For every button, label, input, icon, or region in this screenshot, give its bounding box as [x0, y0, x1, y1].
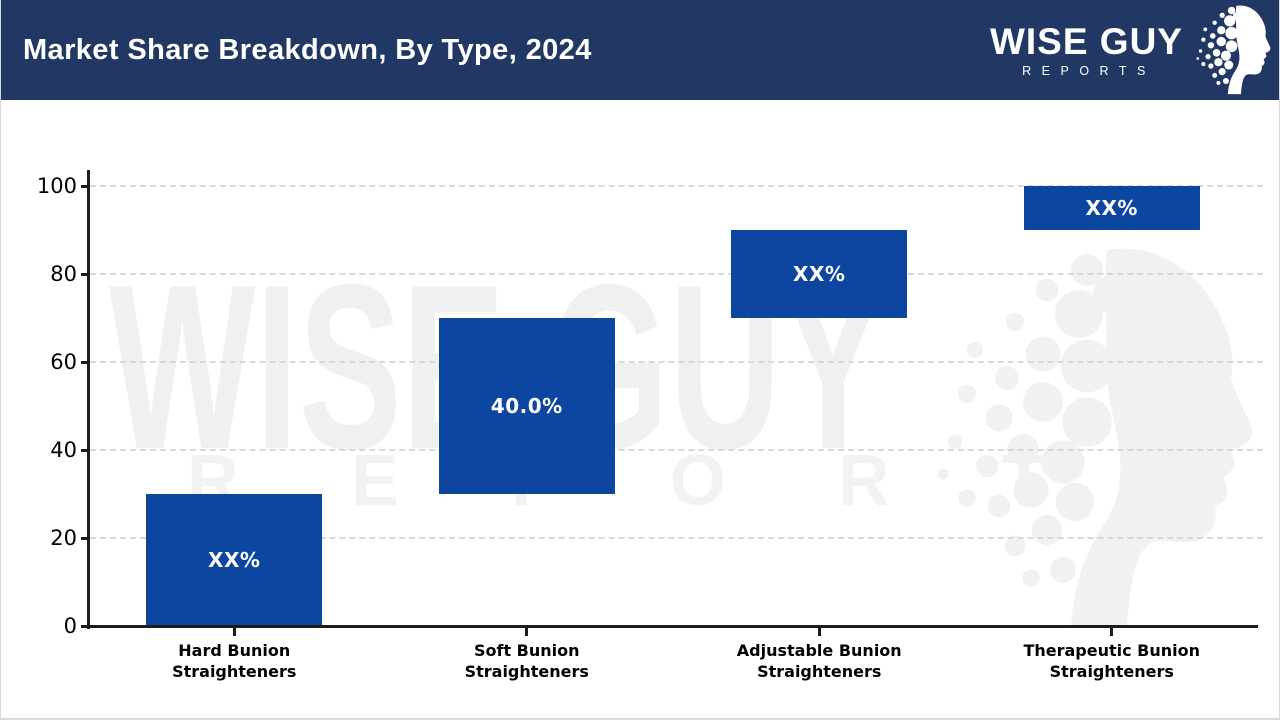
y-gridline-100: [90, 185, 1263, 187]
logo-wordmark: WISE GUY: [989, 20, 1183, 62]
dotted-head-logo-icon: [1177, 3, 1273, 97]
x-tick-mark: [817, 628, 821, 636]
y-axis-line: [86, 170, 90, 629]
y-tick-label: 80: [50, 262, 77, 286]
x-axis-line: [86, 625, 1258, 628]
y-gridline-20: [90, 537, 1263, 539]
category-label-line: Hard Bunion: [178, 641, 291, 660]
chart-title: Market Share Breakdown, By Type, 2024: [23, 33, 592, 66]
bar-value-label: XX%: [793, 262, 846, 286]
y-tick-mark: [81, 536, 88, 540]
bar-value-label: XX%: [208, 548, 261, 572]
wise-guy-reports-logo: WISE GUY REPORTS: [990, 3, 1273, 97]
y-gridline-80: [90, 273, 1263, 275]
category-label-3: Adjustable Bunion Straighteners: [699, 640, 939, 682]
bar-segment-3: XX%: [731, 230, 908, 318]
y-tick-label: 20: [50, 526, 77, 550]
category-label-line: Straighteners: [757, 662, 882, 681]
header-band: Market Share Breakdown, By Type, 2024 WI…: [1, 0, 1279, 100]
category-label-2: Soft Bunion Straighteners: [407, 640, 647, 682]
y-gridline-60: [90, 361, 1263, 363]
category-label-line: Straighteners: [464, 662, 589, 681]
y-tick-mark: [81, 272, 88, 276]
category-label-line: Therapeutic Bunion: [1023, 641, 1201, 660]
x-tick-mark: [525, 628, 529, 636]
x-tick-mark: [232, 628, 236, 636]
category-label-4: Therapeutic Bunion Straighteners: [992, 640, 1232, 682]
y-gridline-40: [90, 449, 1263, 451]
logo-text: WISE GUY REPORTS: [990, 23, 1183, 78]
watermark-dotted-head-icon: [859, 222, 1259, 658]
category-label-line: Soft Bunion: [473, 641, 580, 660]
bar-segment-1: XX%: [146, 494, 323, 626]
x-tick-mark: [1110, 628, 1114, 636]
bar-value-label: 40.0%: [490, 394, 563, 418]
y-tick-mark: [81, 184, 88, 188]
y-tick-mark: [81, 624, 88, 628]
y-tick-label: 100: [36, 174, 77, 198]
bar-segment-4: XX%: [1023, 186, 1200, 230]
y-tick-label: 0: [63, 614, 77, 638]
logo-subtext: REPORTS: [1022, 63, 1156, 78]
category-label-line: Straighteners: [172, 662, 297, 681]
category-label-1: Hard Bunion Straighteners: [114, 640, 354, 682]
bar-segment-2: 40.0%: [438, 318, 615, 494]
category-label-line: Straighteners: [1049, 662, 1174, 681]
bar-value-label: XX%: [1085, 196, 1138, 220]
category-label-line: Adjustable Bunion: [736, 641, 902, 660]
y-tick-mark: [81, 360, 88, 364]
y-tick-label: 40: [50, 438, 77, 462]
y-tick-label: 60: [50, 350, 77, 374]
y-tick-mark: [81, 448, 88, 452]
